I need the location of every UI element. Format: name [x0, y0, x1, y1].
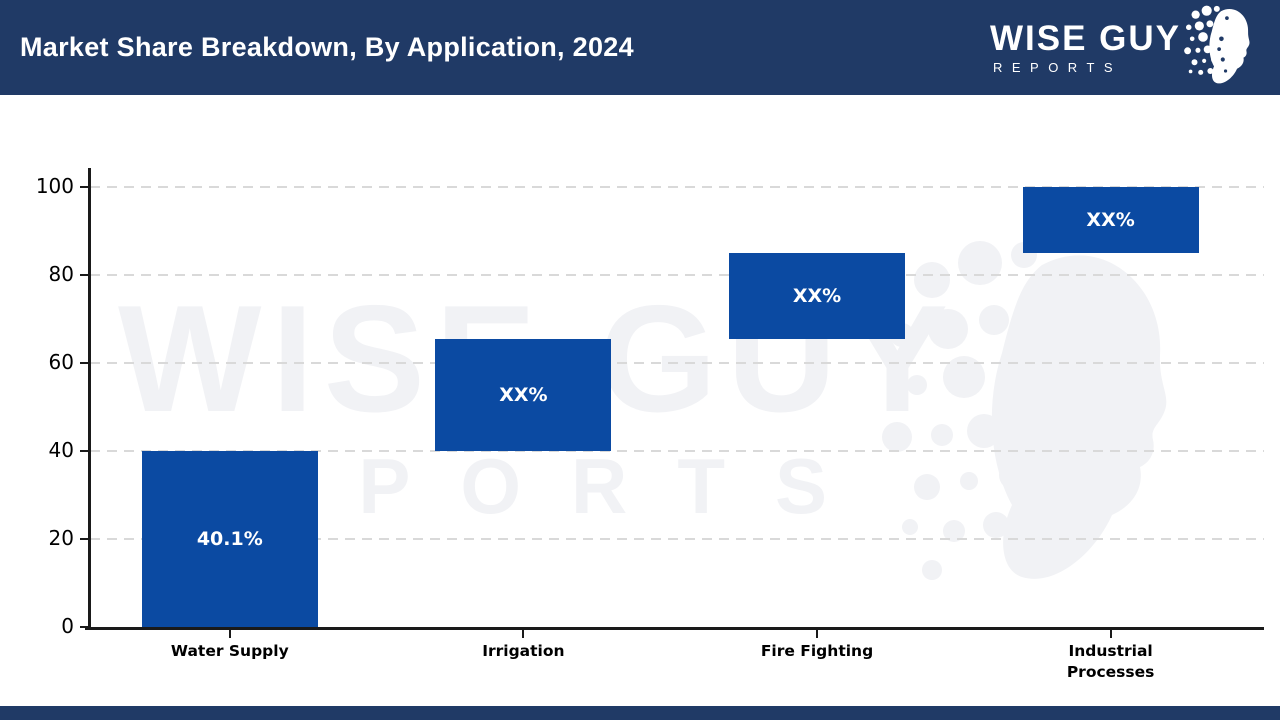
x-tick-mark	[522, 630, 525, 638]
y-tick-label: 20	[48, 526, 74, 550]
gridline	[90, 538, 1264, 540]
y-tick-label: 60	[48, 350, 74, 374]
bar: XX%	[1022, 187, 1199, 253]
bar-value-label: 40.1%	[196, 527, 263, 550]
x-tick-label: Fire Fighting	[760, 642, 874, 660]
x-tick-mark	[1109, 630, 1112, 638]
bar-value-label: XX%	[1086, 209, 1135, 231]
y-axis	[88, 168, 91, 630]
x-tick-mark	[816, 630, 818, 638]
y-tick-label: 40	[48, 438, 74, 462]
watermark-head-icon	[882, 241, 1167, 580]
wise-guy-logo: WISE GUY REPORTS	[990, 2, 1280, 94]
x-tick-label: Water Supply	[170, 642, 289, 660]
x-tick-label: Irrigation	[482, 642, 565, 660]
footer-bar	[0, 706, 1280, 720]
y-tick-label: 0	[61, 614, 74, 638]
header-bar: Market Share Breakdown, By Application, …	[0, 0, 1280, 95]
y-tick-mark	[80, 362, 90, 364]
y-tick-label: 100	[35, 174, 74, 198]
y-tick-mark	[80, 450, 90, 452]
y-tick-label: 80	[48, 262, 74, 286]
y-tick-mark	[80, 538, 90, 540]
bar: XX%	[729, 253, 905, 339]
bar: XX%	[435, 338, 612, 451]
page-title: Market Share Breakdown, By Application, …	[20, 32, 634, 62]
x-tick-label: Industrial Processes	[1066, 642, 1155, 681]
logo-wordmark: WISE GUY	[989, 18, 1181, 58]
x-axis	[85, 627, 1264, 630]
bar-value-label: XX%	[792, 284, 842, 307]
y-tick-mark	[80, 186, 90, 188]
bar: 40.1%	[141, 450, 318, 627]
y-tick-mark	[80, 274, 90, 276]
chart-area: WISE GUY REPORTS 0 20 40 60 80 100 40.1% Water …	[0, 95, 1280, 706]
gridline	[90, 362, 1264, 364]
bar-value-label: XX%	[499, 383, 548, 406]
x-tick-mark	[228, 630, 231, 638]
logo-head-icon	[1184, 5, 1250, 83]
logo-text: WISE GUY REPORTS	[990, 21, 1181, 75]
gridline	[90, 450, 1264, 452]
gridline	[90, 186, 1264, 188]
logo-subtitle: REPORTS	[992, 59, 1123, 75]
gridline	[90, 274, 1264, 276]
